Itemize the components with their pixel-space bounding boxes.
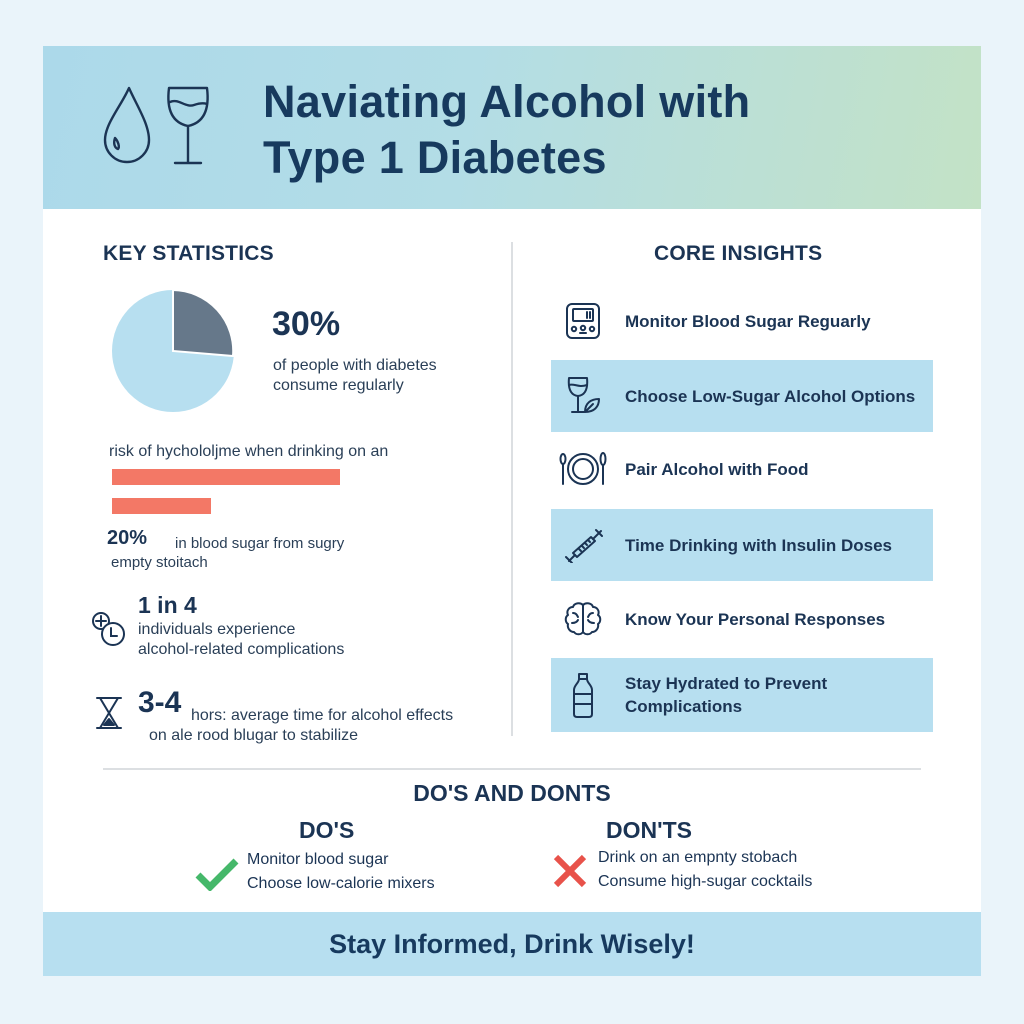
wine-leaf-icon bbox=[559, 376, 607, 416]
header-icons bbox=[99, 80, 219, 180]
wine-glass-icon bbox=[167, 86, 209, 165]
footer-slogan: Stay Informed, Drink Wisely! bbox=[329, 928, 695, 959]
risk-bar-1 bbox=[112, 469, 340, 485]
ratio-stat-value: 1 in 4 bbox=[138, 592, 197, 618]
insight-label: Choose Low-Sugar Alcohol Options bbox=[625, 386, 916, 406]
insight-pair-with-food: Pair Alcohol with Food bbox=[551, 446, 933, 492]
insight-personal-responses: Know Your Personal Responses bbox=[551, 594, 933, 644]
insight-label: Monitor Blood Sugar Reguarly bbox=[625, 311, 871, 331]
insight-label: Time Drinking with Insulin Doses bbox=[625, 535, 893, 555]
insight-label-line-2: Complications bbox=[625, 697, 743, 716]
risk-bar-2 bbox=[112, 498, 211, 514]
bar-stat-label: risk of hychololjme when drinking on an bbox=[109, 443, 389, 460]
dos-item: Choose low-calorie mixers bbox=[247, 875, 435, 892]
header-banner: Naviating Alcohol with Type 1 Diabetes bbox=[43, 46, 981, 209]
vertical-divider bbox=[511, 242, 513, 736]
insight-time-insulin: Time Drinking with Insulin Doses bbox=[551, 509, 933, 581]
pie-slice-consume bbox=[172, 289, 235, 358]
dos-item: Monitor blood sugar bbox=[247, 851, 389, 868]
donts-item: Consume high-sugar cocktails bbox=[598, 873, 813, 890]
water-bottle-icon bbox=[559, 673, 607, 718]
dos-heading: DO'S bbox=[299, 817, 355, 843]
core-insights-heading: CORE INSIGHTS bbox=[654, 242, 823, 265]
cross-icon bbox=[552, 853, 588, 889]
syringe-icon bbox=[559, 525, 607, 565]
insight-stay-hydrated: Stay Hydrated to Prevent Complications bbox=[551, 658, 933, 732]
bar-stat-desc-2: empty stoitach bbox=[111, 554, 208, 571]
bar-stat-value: 20% bbox=[107, 527, 148, 549]
insight-label: Know Your Personal Responses bbox=[625, 609, 886, 629]
donts-heading: DON'TS bbox=[606, 817, 692, 843]
pie-stat-value: 30% bbox=[272, 305, 341, 343]
insight-monitor-blood-sugar: Monitor Blood Sugar Reguarly bbox=[551, 296, 933, 346]
insight-label: Pair Alcohol with Food bbox=[625, 459, 809, 479]
time-stat-desc-1: hors: average time for alcohol effects bbox=[191, 707, 454, 724]
horizontal-divider bbox=[103, 768, 921, 770]
insight-low-sugar-options: Choose Low-Sugar Alcohol Options bbox=[551, 360, 933, 432]
brain-icon bbox=[559, 599, 607, 639]
insight-label-line-1: Stay Hydrated to Prevent bbox=[625, 674, 828, 693]
pie-stat-desc-1: of people with diabetes bbox=[273, 357, 437, 374]
check-icon bbox=[195, 857, 239, 891]
time-stat-value: 3-4 bbox=[138, 686, 182, 719]
infographic-card: Naviating Alcohol with Type 1 Diabetes K… bbox=[43, 46, 981, 976]
title-line-2: Type 1 Diabetes bbox=[263, 132, 607, 183]
plate-cutlery-icon bbox=[559, 449, 607, 489]
time-stat-desc-2: on ale rood blugar to stabilize bbox=[149, 727, 359, 744]
hourglass-icon bbox=[95, 696, 123, 730]
plus-clock-icon bbox=[89, 610, 129, 650]
ratio-stat-desc-1: individuals experience bbox=[138, 621, 296, 638]
title-line-1: Naviating Alcohol with bbox=[263, 76, 751, 127]
pie-chart bbox=[111, 289, 235, 413]
page-title: Naviating Alcohol with Type 1 Diabetes bbox=[263, 74, 750, 186]
ratio-stat-desc-2: alcohol-related complications bbox=[138, 641, 345, 658]
insight-label: Stay Hydrated to Prevent Complications bbox=[625, 672, 827, 718]
donts-item: Drink on an empnty stobach bbox=[598, 849, 798, 866]
bar-stat-desc-1: in blood sugar from sugry bbox=[175, 535, 345, 552]
footer-banner: Stay Informed, Drink Wisely! bbox=[43, 912, 981, 976]
dos-donts-heading: DO'S AND DONTS bbox=[413, 780, 611, 806]
glucose-meter-icon bbox=[559, 301, 607, 341]
pie-stat-desc-2: consume regularly bbox=[273, 377, 404, 394]
key-statistics-heading: KEY STATISTICS bbox=[103, 242, 274, 265]
water-drop-icon bbox=[103, 86, 151, 164]
